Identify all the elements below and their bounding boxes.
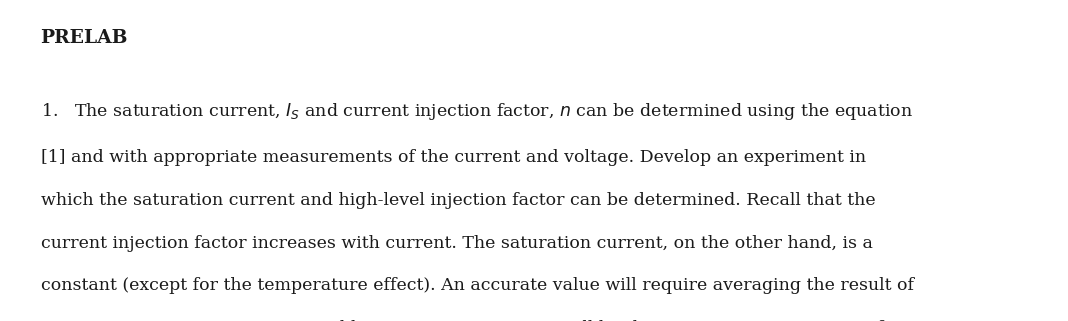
Text: PRELAB: PRELAB xyxy=(41,29,128,47)
Text: [1] and with appropriate measurements of the current and voltage. Develop an exp: [1] and with appropriate measurements of… xyxy=(41,149,866,166)
Text: many measurements. A major problem in your experiment will be the operating temp: many measurements. A major problem in yo… xyxy=(41,320,883,321)
Text: 1.   The saturation current, $I_S$ and current injection factor, $n$ can be dete: 1. The saturation current, $I_S$ and cur… xyxy=(41,101,912,122)
Text: constant (except for the temperature effect). An accurate value will require ave: constant (except for the temperature eff… xyxy=(41,277,913,294)
Text: which the saturation current and high-level injection factor can be determined. : which the saturation current and high-le… xyxy=(41,192,875,209)
Text: current injection factor increases with current. The saturation current, on the : current injection factor increases with … xyxy=(41,235,873,252)
